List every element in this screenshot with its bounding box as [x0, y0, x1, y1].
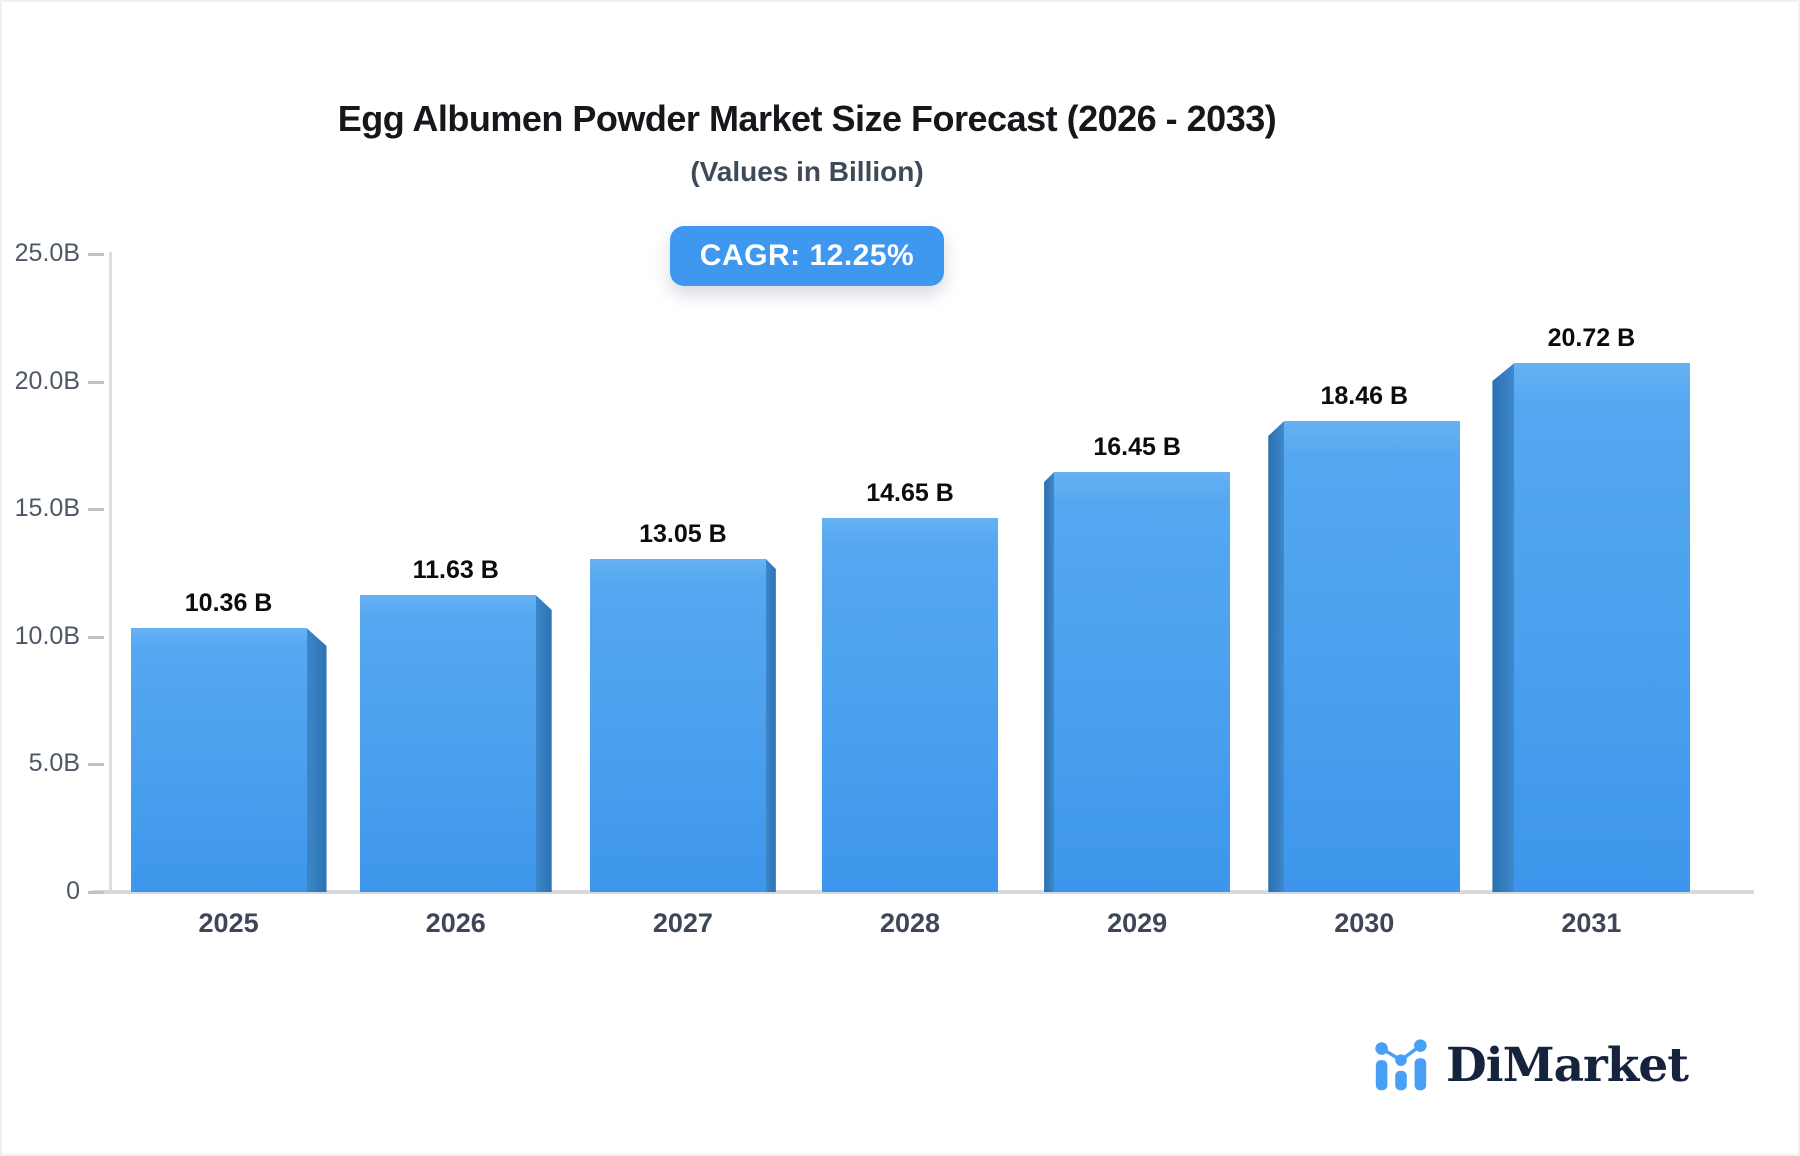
- x-axis-label: 2029: [1107, 908, 1168, 938]
- bar-value-label: 14.65 B: [866, 479, 954, 507]
- bar-front-face: [1284, 421, 1461, 892]
- x-axis-label: 2026: [425, 908, 486, 938]
- y-axis-tick-mark: [88, 891, 104, 894]
- x-axis-label: 2025: [198, 908, 259, 938]
- y-axis-tick-label: 0: [66, 877, 80, 905]
- bar-value-label: 16.45 B: [1093, 433, 1181, 461]
- bar-value-label: 20.72 B: [1547, 324, 1636, 352]
- bar-side-face: [535, 595, 552, 892]
- y-axis-tick-label: 20.0B: [14, 366, 80, 395]
- x-axis-line: [92, 890, 1754, 894]
- y-axis-tick-label: 15.0B: [14, 494, 80, 523]
- y-axis-tick-mark: [88, 380, 104, 384]
- bar-slot-2031: 20.72 B: [1478, 254, 1705, 892]
- plot-area: 10.36 B 11.63 B 13.05 B 14.65 B 16.45 B 18.46…: [115, 254, 1705, 892]
- x-axis-labels: 2025 2026 2027 2028 2029 2030 2031: [115, 908, 1705, 939]
- brand-logo-text: DiMarket: [1445, 1037, 1689, 1093]
- bar-value-label: 11.63 B: [412, 556, 499, 584]
- bar-value-label: 18.46 B: [1320, 382, 1409, 410]
- cagr-badge: CAGR: 12.25%: [669, 226, 945, 286]
- bar-side-face: [1044, 472, 1055, 892]
- chart-title: Egg Albumen Powder Market Size Forecast …: [337, 98, 1277, 139]
- bar-front-face: [359, 595, 536, 892]
- bar-2030: [1268, 421, 1461, 892]
- chart-header: Egg Albumen Powder Market Size Forecast …: [2, 2, 1612, 286]
- y-axis-tick-mark: [88, 635, 104, 639]
- bar-2028: [821, 518, 998, 892]
- y-axis-tick-label: 10.0B: [14, 621, 80, 650]
- bar-side-face: [765, 559, 776, 892]
- bar-side-face: [306, 628, 327, 892]
- bar-slot-2028: 14.65 B: [796, 254, 1023, 892]
- bar-2026: [359, 595, 552, 892]
- bar-value-label: 13.05 B: [639, 520, 727, 548]
- bar-2027: [589, 559, 776, 892]
- y-axis-line: [109, 252, 112, 892]
- bar-front-face: [821, 518, 998, 892]
- x-axis-label: 2028: [879, 908, 941, 938]
- y-axis-tick-mark: [88, 763, 104, 767]
- bar-front-face: [1514, 363, 1691, 892]
- brand-logo: DiMarket: [1370, 1034, 1689, 1096]
- x-axis-label: 2027: [652, 908, 713, 938]
- chart-subtitle: (Values in Billion): [690, 156, 924, 187]
- bar-slot-2030: 18.46 B: [1251, 254, 1478, 892]
- bar-slot-2029: 16.45 B: [1024, 254, 1251, 892]
- y-axis-tick-label: 25.0B: [14, 239, 80, 267]
- y-axis-tick-label: 5.0B: [28, 749, 80, 778]
- bar-side-face: [1492, 363, 1515, 892]
- bar-front-face: [589, 559, 766, 892]
- bar-2029: [1044, 472, 1231, 892]
- bar-value-label: 10.36 B: [184, 589, 273, 617]
- bar-2025: [130, 628, 327, 892]
- x-axis-label: 2031: [1561, 908, 1622, 938]
- bar-slot-2026: 11.63 B: [342, 254, 569, 892]
- y-axis-tick-mark: [88, 508, 104, 512]
- x-axis-label: 2030: [1334, 908, 1395, 938]
- bar-front-face: [1054, 472, 1231, 892]
- bar-slot-2027: 13.05 B: [569, 254, 796, 892]
- bar-side-face: [1268, 421, 1285, 892]
- bar-front-face: [130, 628, 307, 892]
- y-axis-tick-mark: [88, 253, 104, 256]
- bar-2031: [1492, 363, 1691, 892]
- bar-slot-2025: 10.36 B: [115, 254, 342, 892]
- bar-chart-with-dots-icon: [1375, 1039, 1427, 1091]
